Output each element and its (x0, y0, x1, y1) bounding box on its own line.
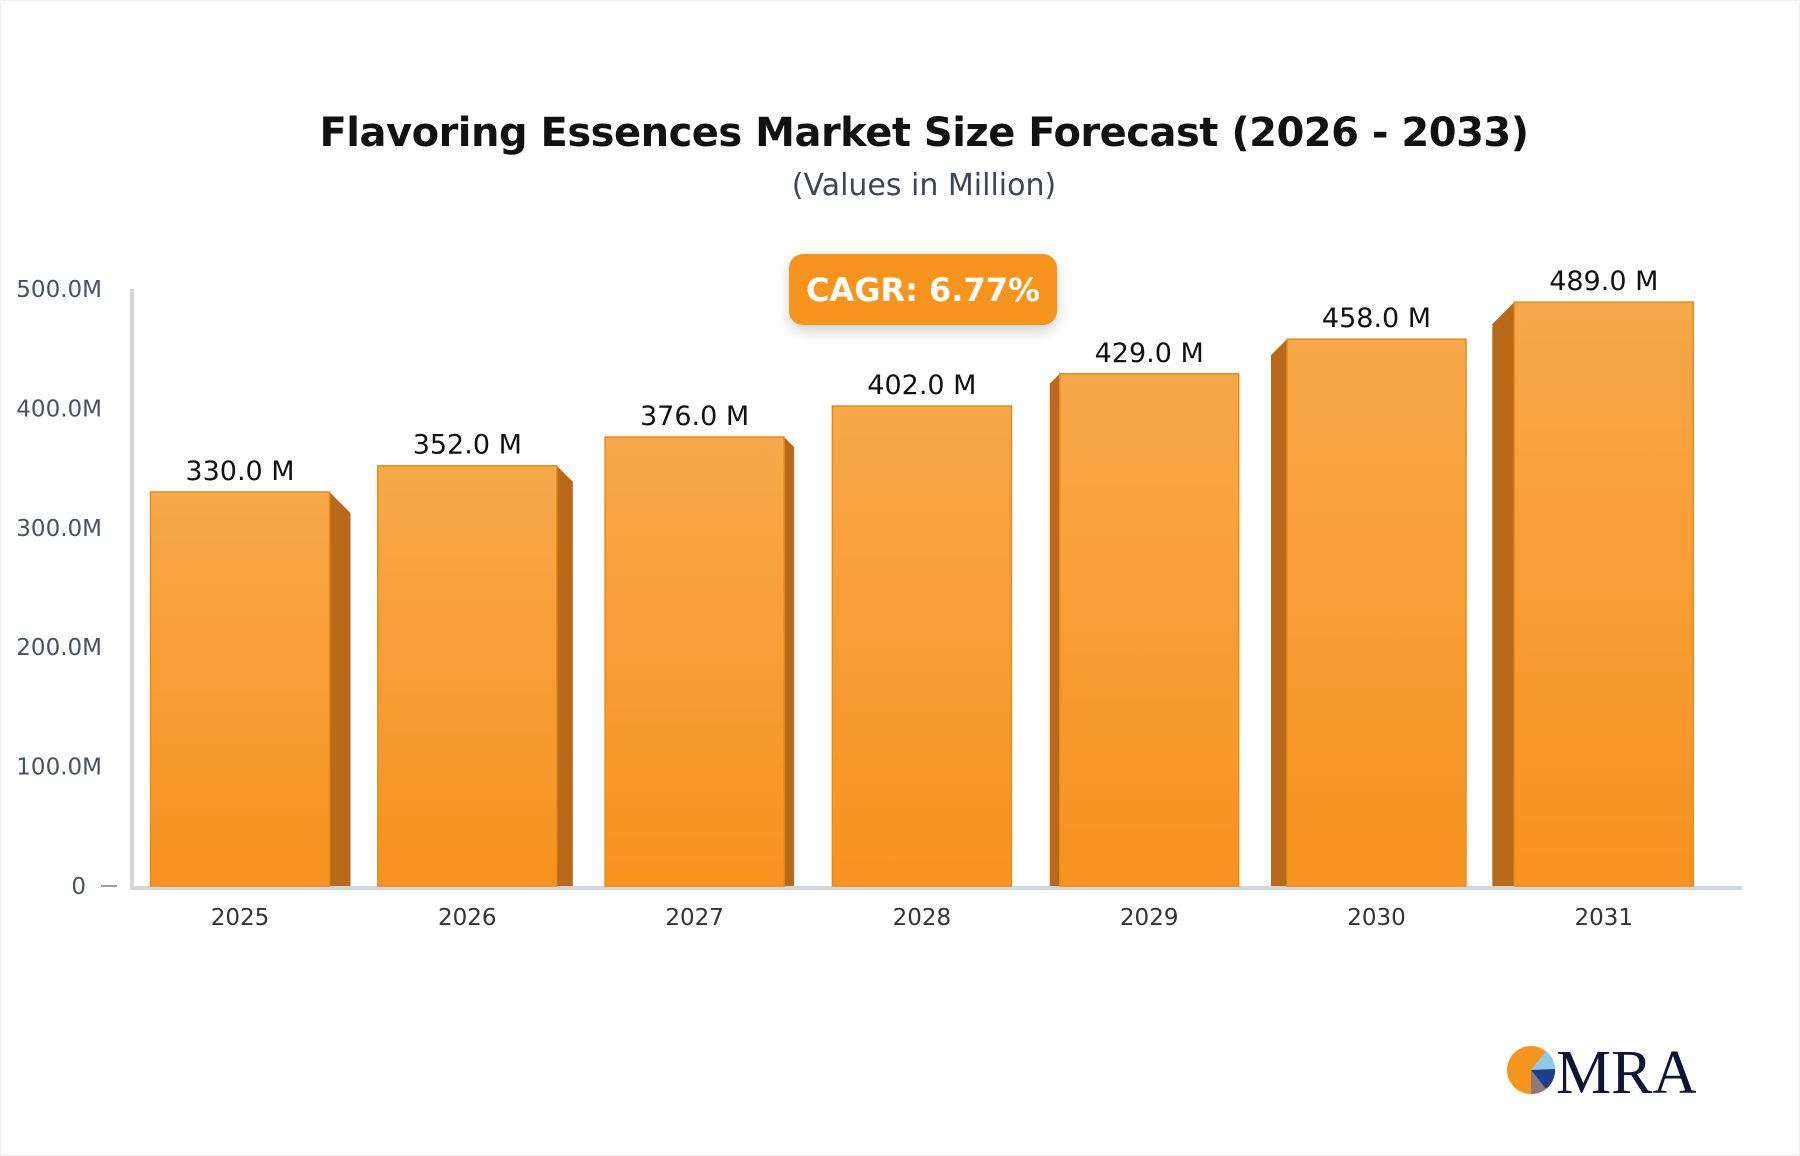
bar-2031 (1513, 301, 1695, 887)
bar-side (784, 437, 795, 886)
x-tick-label: 2027 (665, 905, 724, 931)
y-tick-label: 400.0M (16, 396, 102, 422)
bar-2025 (149, 491, 331, 887)
data-label: 458.0 M (1322, 303, 1431, 334)
svg-text:MRA: MRA (1556, 1040, 1696, 1100)
bar-side (1049, 373, 1060, 886)
x-tick-label: 2030 (1347, 905, 1406, 931)
y-tick-label: 100.0M (16, 755, 102, 781)
x-tick-label: 2028 (893, 905, 952, 931)
bar-2029 (1058, 373, 1240, 887)
x-tick-label: 2031 (1575, 905, 1634, 931)
bar-2027 (604, 436, 785, 887)
bar-side (1492, 302, 1515, 886)
mra-logo: MRA (1507, 1040, 1696, 1100)
x-tick-label: 2029 (1120, 905, 1179, 931)
bar-side (329, 491, 351, 886)
data-label: 376.0 M (640, 401, 749, 432)
y-tick-label: 500.0M (16, 277, 102, 303)
data-label: 429.0 M (1095, 338, 1204, 369)
data-label: 402.0 M (867, 370, 976, 401)
y-tick-label: 300.0M (16, 516, 102, 542)
x-tick-label: 2026 (438, 905, 497, 931)
data-label: 352.0 M (413, 430, 522, 461)
y-tick-label: 200.0M (16, 635, 102, 661)
x-tick-label: 2025 (211, 905, 270, 931)
cagr-badge: CAGR: 6.77% (789, 254, 1057, 325)
bar-side (1271, 339, 1287, 886)
bar-2026 (377, 464, 558, 887)
y-tick-label: 0 (71, 874, 86, 900)
bar-2030 (1286, 338, 1467, 887)
chart-title: Flavoring Essences Market Size Forecast … (319, 110, 1529, 156)
chart-subtitle: (Values in Million) (791, 168, 1057, 203)
data-label: 330.0 M (185, 456, 294, 487)
bar-2028 (831, 405, 1013, 887)
data-label: 489.0 M (1549, 266, 1658, 297)
bar-side (556, 465, 573, 886)
